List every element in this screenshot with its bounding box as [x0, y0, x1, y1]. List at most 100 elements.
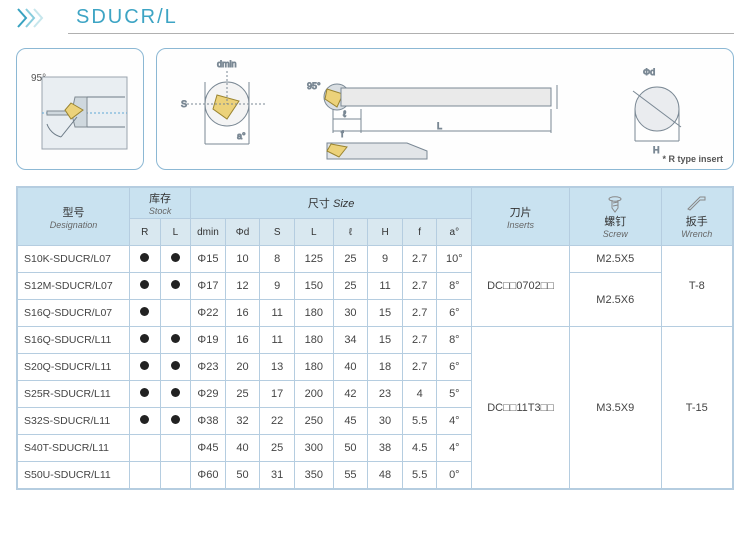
stock-dot-icon — [171, 280, 180, 289]
svg-text:S: S — [181, 99, 187, 109]
stock-dot-cell — [160, 408, 191, 435]
svg-text:ℓ: ℓ — [343, 109, 347, 119]
table-cell: Φ19 — [191, 327, 226, 354]
stock-dot-cell — [160, 246, 191, 273]
table-cell: 350 — [294, 462, 333, 489]
stock-dot-icon — [140, 253, 149, 262]
table-cell: 2.7 — [402, 246, 437, 273]
stock-dot-icon — [171, 334, 180, 343]
stock-dot-cell — [130, 381, 161, 408]
table-cell: Φ45 — [191, 435, 226, 462]
table-cell: S10K-SDUCR/L07 — [18, 246, 130, 273]
stock-dot-cell — [130, 246, 161, 273]
table-cell: 31 — [260, 462, 295, 489]
stock-dot-cell — [160, 435, 191, 462]
table-cell: 150 — [294, 273, 333, 300]
stock-dot-icon — [140, 334, 149, 343]
table-body: S10K-SDUCR/L07Φ151081252592.710°DC□□0702… — [18, 246, 733, 489]
stock-dot-icon — [171, 361, 180, 370]
table-cell: S50U-SDUCR/L11 — [18, 462, 130, 489]
stock-dot-icon — [140, 388, 149, 397]
table-row: S12M-SDUCR/L07Φ1712915025112.78°M2.5X6 — [18, 273, 733, 300]
table-cell: 5.5 — [402, 408, 437, 435]
table-cell: S25R-SDUCR/L11 — [18, 381, 130, 408]
table-head: 型号 Designation 库存 Stock 尺寸 Size 刀片 Inser… — [18, 188, 733, 246]
th-screw: 螺钉 Screw — [569, 188, 661, 246]
table-cell: 180 — [294, 300, 333, 327]
th-dmin: dmin — [191, 219, 226, 246]
table-cell: 50 — [333, 435, 368, 462]
table-cell: Φ38 — [191, 408, 226, 435]
stock-dot-cell — [160, 273, 191, 300]
table-cell: 12 — [225, 273, 260, 300]
stock-dot-icon — [171, 388, 180, 397]
table-cell: S20Q-SDUCR/L11 — [18, 354, 130, 381]
th-L: L — [160, 219, 191, 246]
table-cell: 8 — [260, 246, 295, 273]
stock-dot-cell — [160, 354, 191, 381]
th-inserts: 刀片 Inserts — [472, 188, 570, 246]
spec-table-wrap: 型号 Designation 库存 Stock 尺寸 Size 刀片 Inser… — [16, 186, 734, 490]
insert-type-note: * R type insert — [662, 154, 723, 164]
svg-text:dmin: dmin — [217, 59, 237, 69]
table-cell: Φ17 — [191, 273, 226, 300]
th-sizeL: L — [294, 219, 333, 246]
wrench-cell: T-8 — [661, 246, 732, 327]
table-cell: 180 — [294, 327, 333, 354]
table-cell: 30 — [368, 408, 403, 435]
table-cell: Φ22 — [191, 300, 226, 327]
table-cell: 300 — [294, 435, 333, 462]
th-H: H — [368, 219, 403, 246]
stock-dot-cell — [160, 327, 191, 354]
table-cell: 4 — [402, 381, 437, 408]
page-title: SDUCR/L — [76, 6, 178, 29]
stock-dot-icon — [140, 307, 149, 316]
table-cell: 20 — [225, 354, 260, 381]
table-cell: 6° — [437, 300, 472, 327]
table-cell: 15 — [368, 300, 403, 327]
table-cell: 50 — [225, 462, 260, 489]
table-cell: 45 — [333, 408, 368, 435]
table-cell: 18 — [368, 354, 403, 381]
table-cell: S32S-SDUCR/L11 — [18, 408, 130, 435]
table-cell: 200 — [294, 381, 333, 408]
table-row: S16Q-SDUCR/L11Φ19161118034152.78°DC□□11T… — [18, 327, 733, 354]
table-cell: 10 — [225, 246, 260, 273]
table-cell: 2.7 — [402, 354, 437, 381]
table-row: S10K-SDUCR/L07Φ151081252592.710°DC□□0702… — [18, 246, 733, 273]
table-cell: 9 — [368, 246, 403, 273]
table-cell: 16 — [225, 300, 260, 327]
table-cell: S16Q-SDUCR/L11 — [18, 327, 130, 354]
inserts-cell: DC□□11T3□□ — [472, 327, 570, 489]
svg-text:L: L — [437, 121, 442, 131]
th-stock: 库存 Stock — [130, 188, 191, 219]
stock-dot-cell — [130, 327, 161, 354]
stock-dot-icon — [171, 415, 180, 424]
spec-table: 型号 Designation 库存 Stock 尺寸 Size 刀片 Inser… — [17, 187, 733, 489]
table-cell: 13 — [260, 354, 295, 381]
table-cell: 5.5 — [402, 462, 437, 489]
table-cell: Φ23 — [191, 354, 226, 381]
screw-cell: M2.5X6 — [569, 273, 661, 327]
stock-dot-cell — [130, 300, 161, 327]
table-cell: 10° — [437, 246, 472, 273]
inserts-cell: DC□□0702□□ — [472, 246, 570, 327]
table-cell: 22 — [260, 408, 295, 435]
th-a: a° — [437, 219, 472, 246]
diagram-cross-section: 95° — [16, 48, 144, 170]
wrench-cell: T-15 — [661, 327, 732, 489]
table-cell: S40T-SDUCR/L11 — [18, 435, 130, 462]
table-cell: 30 — [333, 300, 368, 327]
table-cell: 17 — [260, 381, 295, 408]
table-cell: 34 — [333, 327, 368, 354]
wrench-icon — [686, 195, 708, 213]
th-phid: Φd — [225, 219, 260, 246]
stock-dot-cell — [130, 408, 161, 435]
svg-text:a°: a° — [237, 131, 246, 141]
table-cell: Φ60 — [191, 462, 226, 489]
stock-dot-cell — [160, 381, 191, 408]
table-cell: 55 — [333, 462, 368, 489]
table-cell: 11 — [368, 273, 403, 300]
stock-dot-cell — [160, 300, 191, 327]
table-cell: 8° — [437, 327, 472, 354]
